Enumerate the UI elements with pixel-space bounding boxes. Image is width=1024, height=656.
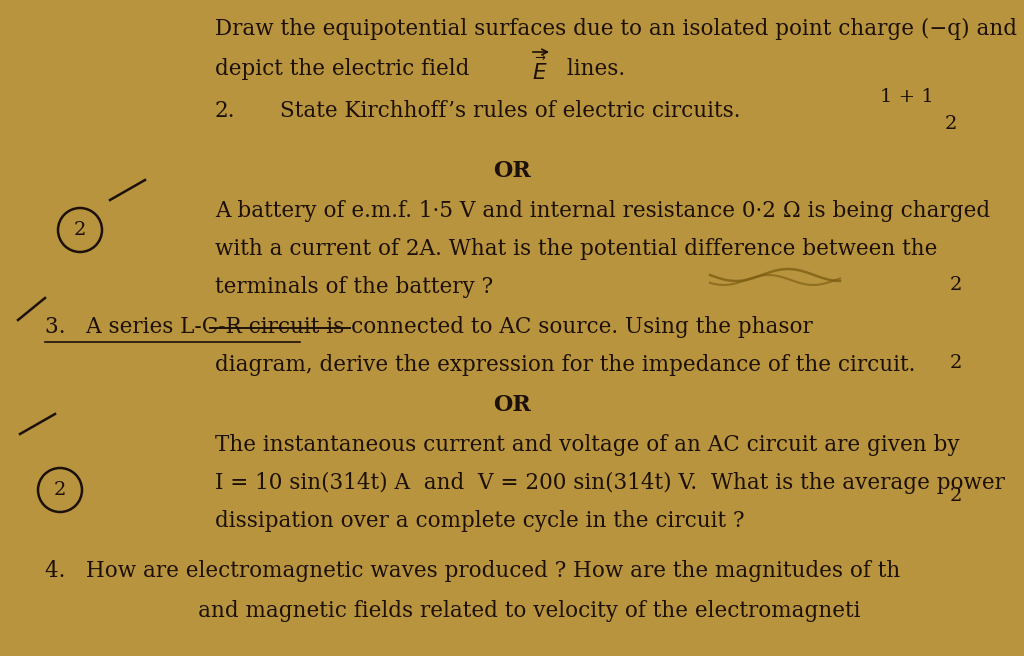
- Text: The instantaneous current and voltage of an AC circuit are given by: The instantaneous current and voltage of…: [215, 434, 959, 456]
- Text: I = 10 sin(314t) A  and  V = 200 sin(314t) V.  What is the average power: I = 10 sin(314t) A and V = 200 sin(314t)…: [215, 472, 1005, 494]
- Text: with a current of 2A. What is the potential difference between the: with a current of 2A. What is the potent…: [215, 238, 937, 260]
- Text: $\vec{E}$: $\vec{E}$: [532, 58, 548, 85]
- Text: Draw the equipotential surfaces due to an isolated point charge (−q) and: Draw the equipotential surfaces due to a…: [215, 18, 1017, 40]
- Text: OR: OR: [494, 160, 530, 182]
- Text: 2: 2: [54, 481, 67, 499]
- Text: 2.: 2.: [215, 100, 236, 122]
- Text: 3.   A series L-C-R circuit is connected to AC source. Using the phasor: 3. A series L-C-R circuit is connected t…: [45, 316, 813, 338]
- Text: 1 + 1: 1 + 1: [880, 88, 934, 106]
- Text: 2: 2: [950, 354, 963, 372]
- Text: terminals of the battery ?: terminals of the battery ?: [215, 276, 494, 298]
- Text: 2: 2: [74, 221, 86, 239]
- Text: 2: 2: [950, 487, 963, 505]
- Text: dissipation over a complete cycle in the circuit ?: dissipation over a complete cycle in the…: [215, 510, 744, 532]
- Text: State Kirchhoff’s rules of electric circuits.: State Kirchhoff’s rules of electric circ…: [280, 100, 740, 122]
- Text: 4.   How are electromagnetic waves produced ? How are the magnitudes of th: 4. How are electromagnetic waves produce…: [45, 560, 900, 582]
- Text: and magnetic fields related to velocity of the electromagneti: and magnetic fields related to velocity …: [150, 600, 860, 622]
- Text: 2: 2: [950, 276, 963, 294]
- Text: diagram, derive the expression for the impedance of the circuit.: diagram, derive the expression for the i…: [215, 354, 915, 376]
- Text: 2: 2: [945, 115, 957, 133]
- Text: OR: OR: [494, 394, 530, 416]
- Text: A battery of e.m.f. 1·5 V and internal resistance 0·2 Ω is being charged: A battery of e.m.f. 1·5 V and internal r…: [215, 200, 990, 222]
- Text: depict the electric field: depict the electric field: [215, 58, 476, 80]
- Text: lines.: lines.: [560, 58, 625, 80]
